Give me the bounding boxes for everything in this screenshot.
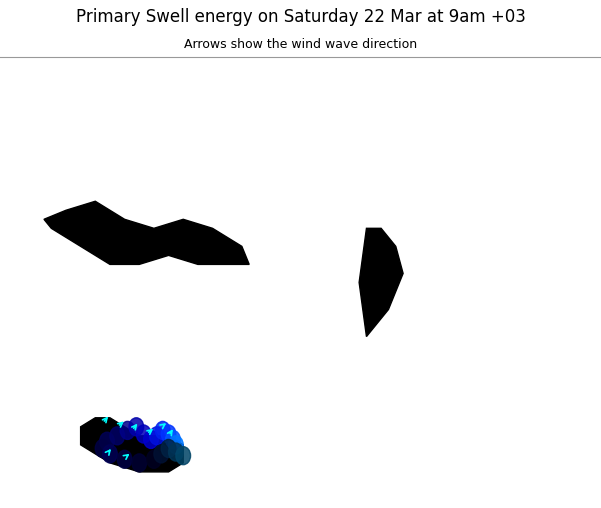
Text: Primary Swell energy on Saturday 22 Mar at 9am +03: Primary Swell energy on Saturday 22 Mar …	[76, 8, 525, 26]
Circle shape	[166, 430, 180, 449]
Polygon shape	[359, 228, 403, 337]
Circle shape	[144, 430, 158, 449]
Circle shape	[129, 418, 144, 436]
Circle shape	[100, 432, 114, 450]
Circle shape	[156, 422, 170, 439]
Polygon shape	[81, 418, 183, 472]
Circle shape	[154, 445, 168, 463]
Circle shape	[136, 425, 151, 443]
Circle shape	[117, 450, 132, 468]
Circle shape	[150, 427, 164, 445]
Circle shape	[110, 427, 124, 445]
Circle shape	[103, 445, 117, 463]
Circle shape	[147, 450, 161, 468]
Circle shape	[168, 443, 183, 461]
Polygon shape	[44, 201, 249, 264]
Circle shape	[161, 425, 176, 443]
Circle shape	[176, 447, 191, 465]
Text: Arrows show the wind wave direction: Arrows show the wind wave direction	[184, 38, 417, 51]
Circle shape	[132, 454, 147, 472]
Circle shape	[96, 439, 110, 458]
Circle shape	[168, 436, 183, 454]
Circle shape	[120, 422, 135, 439]
Circle shape	[161, 439, 176, 458]
